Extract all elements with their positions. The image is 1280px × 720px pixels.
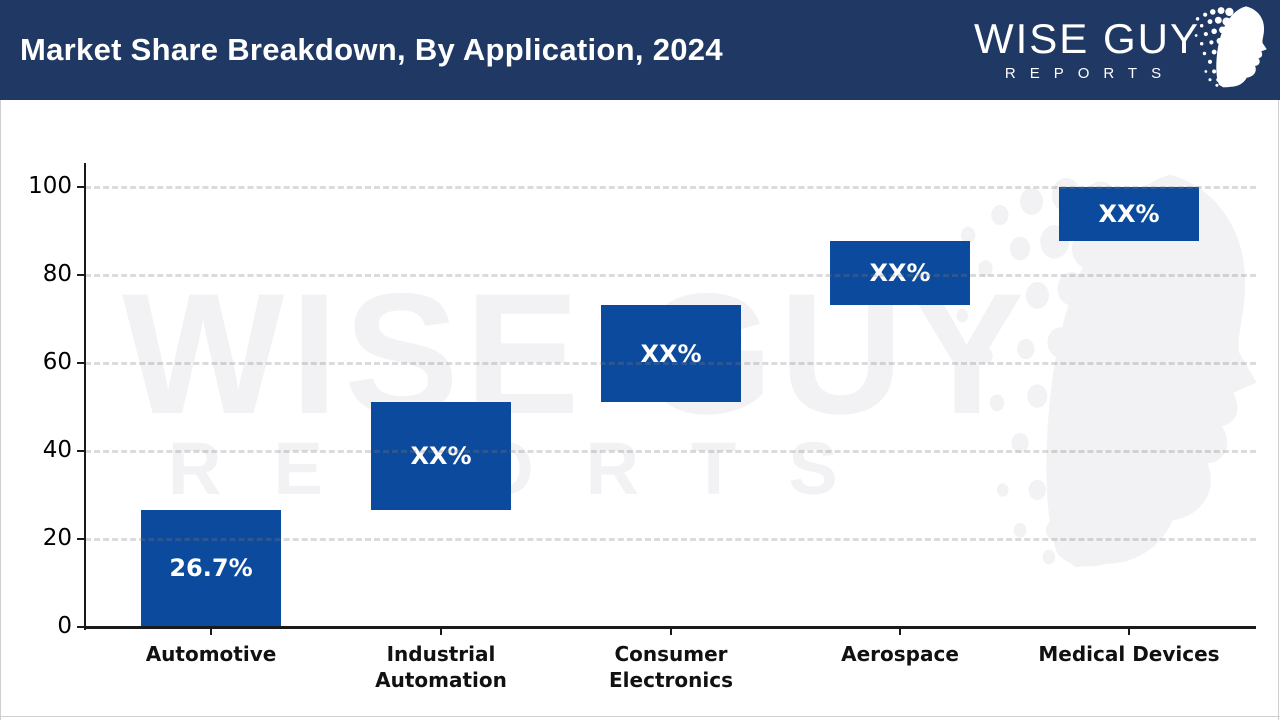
chart-title: Market Share Breakdown, By Application, … [20,32,723,67]
x-category-label-automotive: Automotive [145,642,277,666]
y-tick-100 [77,186,85,188]
bar-label-industrial-automation: XX% [410,441,472,470]
page-border-right [1278,100,1279,720]
x-category-label-medical-devices: Medical Devices [1038,642,1220,666]
x-category-label-industrial-automation: Industrial Automation [375,642,507,692]
wise-guy-logo: WISE GUY REPORTS [974,5,1280,95]
y-tick-label-20: 20 [42,525,72,551]
bar-label-medical-devices: XX% [1098,200,1160,229]
gridline-100 [85,186,1256,189]
y-tick-60 [77,362,85,364]
x-tick-industrial-automation [440,628,442,635]
x-tick-aerospace [899,628,901,635]
x-tick-automotive [210,628,212,635]
page-border-left [0,100,1,720]
gridline-40 [85,450,1256,453]
y-tick-20 [77,538,85,540]
gridline-20 [85,538,1256,541]
bar-label-automotive: 26.7% [169,554,253,583]
bar-label-consumer-electronics: XX% [640,339,702,368]
bar-automotive: 26.7% [141,509,281,627]
gridline-80 [85,274,1256,277]
bar-medical-devices: XX% [1059,187,1199,242]
y-tick-label-60: 60 [42,349,72,375]
bar-consumer-electronics: XX% [601,304,741,403]
bar-industrial-automation: XX% [371,402,511,510]
logo-wordmark: WISE GUY [973,15,1200,62]
bar-aerospace: XX% [830,241,970,305]
page-border-bottom [0,716,1280,717]
x-category-label-consumer-electronics: Consumer Electronics [609,642,733,692]
y-tick-label-80: 80 [42,261,72,287]
x-axis-line [84,626,1256,629]
header-bar: Market Share Breakdown, By Application, … [0,0,1280,100]
x-tick-medical-devices [1128,628,1130,635]
y-tick-label-0: 0 [57,613,72,639]
bar-label-aerospace: XX% [869,259,931,287]
x-tick-consumer-electronics [670,628,672,635]
y-tick-0 [77,626,85,628]
y-tick-80 [77,274,85,276]
logo-subtext: REPORTS [1004,65,1176,82]
y-axis-line [84,163,86,630]
y-tick-label-100: 100 [28,173,72,199]
y-tick-40 [77,450,85,452]
x-category-label-aerospace: Aerospace [841,642,959,666]
gridline-60 [85,362,1256,365]
y-tick-label-40: 40 [42,437,72,463]
